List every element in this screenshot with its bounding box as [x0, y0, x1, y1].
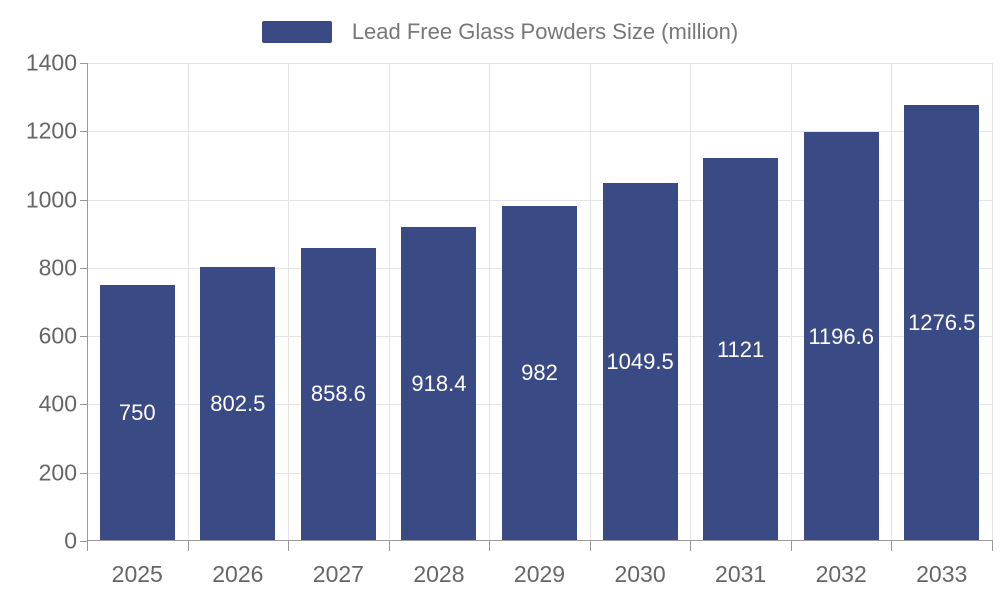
x-tick-label: 2032 [815, 561, 867, 587]
x-tick-label: 2025 [111, 561, 163, 587]
x-axis-tick [791, 541, 792, 551]
gridline-vertical [188, 63, 189, 541]
y-axis-tick [80, 541, 87, 542]
x-axis-tick [87, 541, 88, 551]
bar[interactable]: 918.4 [401, 227, 477, 541]
gridline-vertical [288, 63, 289, 541]
x-axis-tick [489, 541, 490, 551]
x-axis-tick [389, 541, 390, 551]
y-axis-tick [80, 63, 87, 64]
legend-swatch-icon [261, 21, 332, 43]
x-axis-tick [992, 541, 993, 551]
y-axis-tick [80, 404, 87, 406]
bar-value-label: 1049.5 [606, 348, 674, 374]
bar[interactable]: 1049.5 [602, 182, 678, 541]
bar-value-label: 918.4 [411, 371, 467, 397]
y-tick-label: 200 [38, 459, 77, 486]
gridline-vertical [590, 63, 591, 541]
bar[interactable]: 1276.5 [904, 105, 980, 541]
y-axis-tick [80, 131, 87, 133]
x-tick-label: 2027 [312, 561, 364, 587]
y-tick-label: 1400 [25, 49, 77, 76]
gridline-vertical [690, 63, 691, 541]
bar-value-label: 802.5 [210, 390, 266, 416]
gridline-vertical [992, 63, 993, 541]
bar[interactable]: 750 [99, 284, 175, 541]
gridline-vertical [891, 63, 892, 541]
x-axis-tick [690, 541, 691, 551]
gridline-horizontal [87, 199, 992, 201]
bar[interactable]: 802.5 [200, 267, 276, 541]
y-tick-label: 0 [64, 527, 77, 554]
x-tick-label: 2026 [212, 561, 264, 587]
x-tick-label: 2029 [513, 561, 566, 587]
y-tick-label: 1000 [25, 186, 77, 213]
x-tick-label: 2028 [413, 561, 465, 587]
gridline-vertical [791, 63, 792, 541]
x-axis-tick [590, 541, 591, 551]
y-axis-tick [80, 267, 87, 269]
y-tick-label: 1200 [25, 117, 77, 144]
y-axis-tick [80, 199, 87, 201]
y-axis-tick [80, 336, 87, 338]
bar-value-label: 750 [118, 399, 156, 425]
y-tick-label: 800 [38, 254, 77, 281]
x-axis-tick [891, 541, 892, 551]
x-axis-tick [288, 541, 289, 551]
y-tick-label: 400 [38, 390, 77, 417]
bar[interactable]: 982 [502, 205, 577, 541]
x-tick-label: 2030 [614, 561, 666, 587]
x-axis-line [87, 540, 993, 541]
bar[interactable]: 1196.6 [803, 132, 879, 541]
gridline-vertical [489, 63, 490, 541]
legend-label: Lead Free Glass Powders Size (million) [351, 19, 739, 44]
bar[interactable]: 858.6 [300, 247, 376, 541]
gridline-horizontal [87, 63, 992, 64]
y-tick-label: 600 [38, 322, 77, 349]
plot-area: 750 802.5 858.6 918.4 982 1049.5 1121 1196.6 127… [87, 63, 993, 541]
y-axis-line [87, 63, 88, 541]
bar[interactable]: 1121 [703, 158, 779, 541]
bar-value-label: 1121 [716, 336, 765, 362]
bar-value-label: 1276.5 [908, 310, 976, 336]
bar-value-label: 1196.6 [808, 323, 874, 349]
y-axis-tick [80, 472, 87, 474]
x-tick-label: 2031 [715, 561, 767, 587]
legend[interactable]: Lead Free Glass Powders Size (million) [0, 19, 1000, 45]
bar-value-label: 858.6 [310, 381, 366, 407]
x-axis-tick [188, 541, 189, 551]
bar-value-label: 982 [521, 360, 558, 386]
gridline-horizontal [87, 131, 992, 133]
gridline-vertical [389, 63, 390, 541]
x-tick-label: 2033 [916, 561, 968, 587]
